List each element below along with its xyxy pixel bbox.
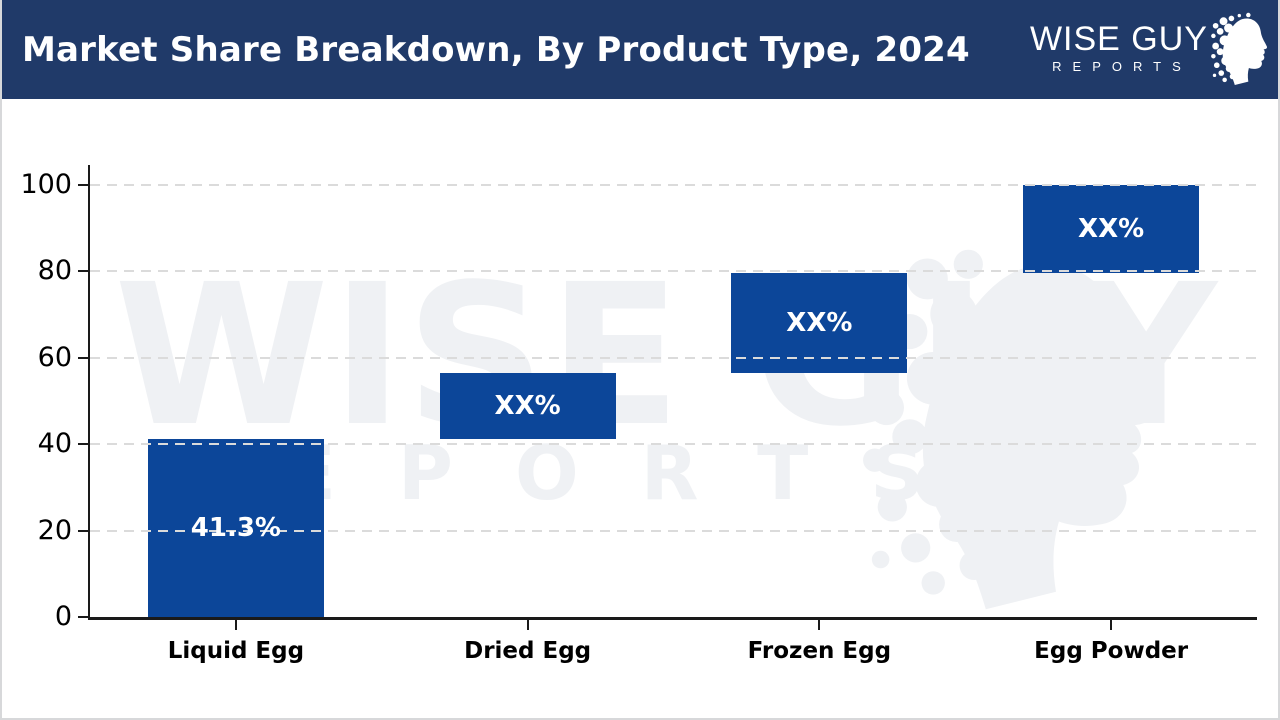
y-tick-label: 20: [37, 514, 72, 546]
x-axis-label: Dried Egg: [464, 638, 592, 664]
logo-text: WISE GUY REPORTS: [1030, 22, 1208, 74]
page-title: Market Share Breakdown, By Product Type,…: [22, 29, 970, 70]
y-tick-mark: [78, 529, 88, 532]
y-tick-label: 100: [20, 169, 72, 200]
x-axis-label: Egg Powder: [1034, 638, 1189, 664]
logo-subtext: REPORTS: [1052, 59, 1192, 74]
header-bar: Market Share Breakdown, By Product Type,…: [2, 0, 1278, 99]
x-axis-label: Frozen Egg: [747, 638, 892, 664]
y-tick-label: 40: [37, 428, 72, 460]
y-tick-label: 0: [54, 601, 72, 632]
y-tick-label: 60: [37, 341, 72, 373]
y-tick-mark: [78, 443, 88, 446]
x-tick-mark: [818, 617, 821, 630]
x-tick-mark: [1110, 617, 1113, 630]
bar-dried-egg: [439, 372, 616, 439]
x-axis-label: Liquid Egg: [167, 638, 305, 664]
y-tick-mark: [78, 184, 88, 186]
y-tick-label: 80: [37, 255, 72, 287]
y-tick-mark: [78, 356, 88, 359]
x-tick-mark: [234, 617, 237, 630]
bar-frozen-egg: [731, 273, 908, 373]
gridline: [90, 356, 1257, 359]
y-tick-mark: [78, 270, 88, 273]
logo-wordmark: WISE GUY: [1029, 20, 1208, 58]
bar-egg-powder: [1023, 185, 1200, 274]
logo-head-icon: [1211, 12, 1268, 85]
y-tick-mark: [78, 616, 88, 618]
plot-area: 0 20 40 60 80 100 41.3% Liquid Egg XX% Dried Egg X…: [20, 165, 1257, 664]
x-tick-mark: [526, 617, 529, 630]
bar-liquid-egg: [147, 438, 324, 617]
brand-logo: WISE GUY REPORTS: [1030, 8, 1272, 92]
